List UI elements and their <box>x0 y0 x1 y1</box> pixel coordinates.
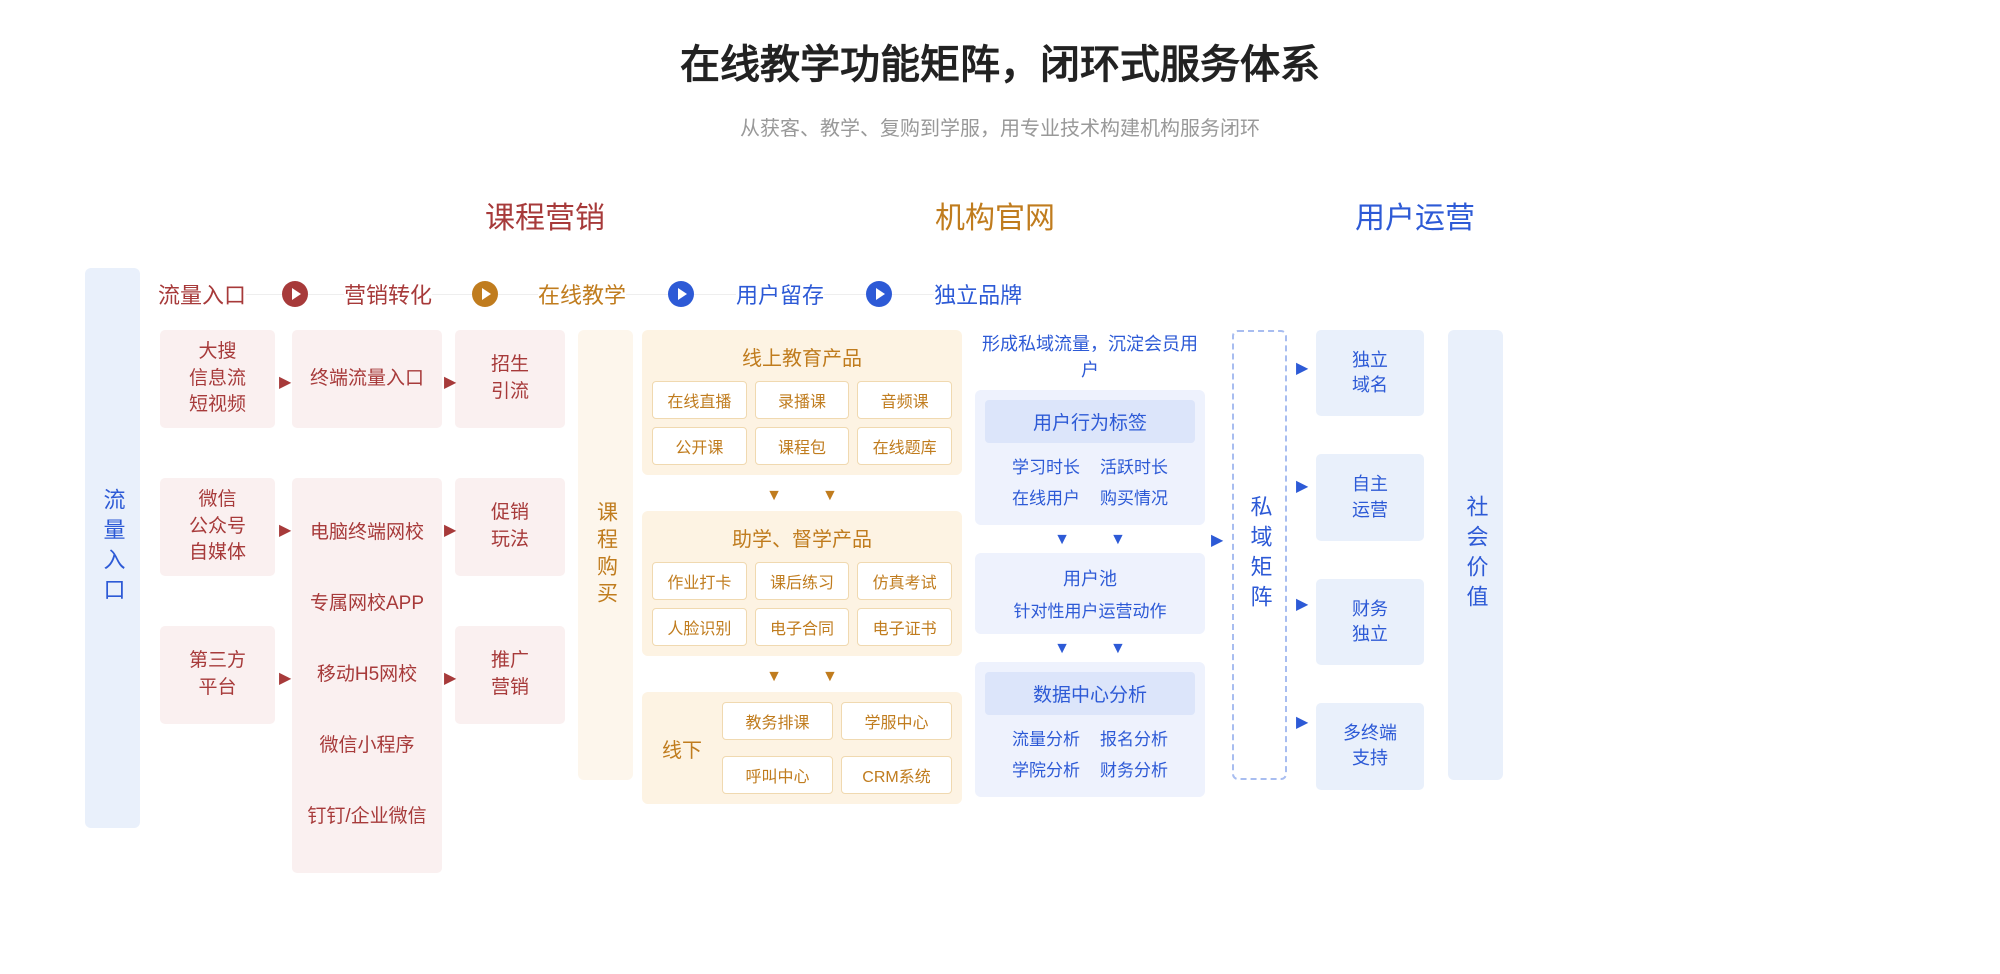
chevron-icon: ▶ <box>279 668 291 688</box>
item: 活跃时长 <box>1100 453 1168 478</box>
chevron-icon: ▶ <box>444 668 456 688</box>
arrow-icon <box>282 281 308 307</box>
marketing-actions: 招生 引流 促销 玩法 推广 营销 <box>455 330 565 774</box>
chevron-icon: ▶ <box>444 520 456 540</box>
chevron-icon: ▶ <box>1296 476 1308 496</box>
item: 课程包 <box>755 427 850 465</box>
item: 学习时长 <box>1012 453 1080 478</box>
pillar-traffic-entry: 流量入口 <box>85 268 140 828</box>
header-retention: 用户留存 <box>736 278 824 310</box>
terminals: 终端流量入口 电脑终端网校 专属网校APP 移动H5网校 微信小程序 钉钉/企业… <box>292 330 442 873</box>
text: 针对性用户运营动作 <box>987 597 1193 622</box>
item: 在线直播 <box>652 381 747 419</box>
header-brand: 独立品牌 <box>934 278 1022 310</box>
arrow-icon <box>866 281 892 307</box>
brand-outcomes: 独立 域名 自主 运营 财务 独立 多终端 支持 <box>1316 330 1424 790</box>
item: 课后练习 <box>755 562 850 600</box>
page-subtitle: 从获客、教学、复购到学服，用专业技术构建机构服务闭环 <box>0 112 2000 141</box>
group-title: 用户行为标签 <box>985 400 1195 443</box>
section-marketing: 课程营销 <box>485 193 605 237</box>
item: CRM系统 <box>841 756 952 794</box>
header-traffic: 流量入口 <box>158 278 246 310</box>
group-user-pool: 用户池 针对性用户运营动作 <box>975 553 1205 634</box>
group-behavior-tags: 用户行为标签 学习时长活跃时长 在线用户购买情况 <box>975 390 1205 525</box>
chevron-icon: ▶ <box>1296 594 1308 614</box>
flow-header-row: 流量入口 营销转化 在线教学 用户留存 独立品牌 <box>0 278 2000 310</box>
box-domain: 独立 域名 <box>1316 330 1424 416</box>
item: 钉钉/企业微信 <box>307 804 426 831</box>
chevron-down-icon: ▼▼ <box>642 668 962 686</box>
item: 人脸识别 <box>652 608 747 646</box>
box-multi-terminal: 多终端 支持 <box>1316 703 1424 789</box>
user-operations: 形成私域流量，沉淀会员用户 用户行为标签 学习时长活跃时长 在线用户购买情况 ▼… <box>975 330 1205 803</box>
chevron-icon: ▶ <box>279 520 291 540</box>
pillar-private-matrix: 私域矩阵 <box>1232 330 1287 780</box>
pillar-social-value: 社会价值 <box>1448 330 1503 780</box>
text: 用户池 <box>987 565 1193 591</box>
item: 专属网校APP <box>310 591 424 618</box>
chevron-icon: ▶ <box>279 372 291 392</box>
item: 公开课 <box>652 427 747 465</box>
box-thirdparty: 第三方 平台 <box>160 626 275 724</box>
chevron-icon: ▶ <box>1296 712 1308 732</box>
chevron-down-icon: ▼▼ <box>975 531 1205 549</box>
section-website: 机构官网 <box>935 193 1055 237</box>
box-promo: 促销 玩法 <box>455 478 565 576</box>
box-finance: 财务 独立 <box>1316 579 1424 665</box>
item: 流量分析 <box>1012 725 1080 750</box>
box-self-operate: 自主 运营 <box>1316 454 1424 540</box>
chevron-down-icon: ▼▼ <box>975 640 1205 658</box>
item: 购买情况 <box>1100 484 1168 509</box>
item: 作业打卡 <box>652 562 747 600</box>
item: 仿真考试 <box>857 562 952 600</box>
item: 移动H5网校 <box>317 662 417 689</box>
traffic-sources: 大搜 信息流 短视频 微信 公众号 自媒体 第三方 平台 <box>160 330 275 774</box>
header-conversion: 营销转化 <box>344 278 432 310</box>
item: 呼叫中心 <box>722 756 833 794</box>
item: 电脑终端网校 <box>310 520 424 547</box>
pillar-course-purchase: 课程购买 <box>578 330 633 780</box>
item: 音频课 <box>857 381 952 419</box>
item: 报名分析 <box>1100 725 1168 750</box>
item: 电子合同 <box>755 608 850 646</box>
chevron-down-icon: ▼▼ <box>642 487 962 505</box>
group-online-products: 线上教育产品 在线直播录播课音频课 公开课课程包在线题库 <box>642 330 962 475</box>
box-enroll: 招生 引流 <box>455 330 565 428</box>
item: 学服中心 <box>841 702 952 740</box>
arrow-icon <box>472 281 498 307</box>
box-terminal-entry: 终端流量入口 <box>292 330 442 428</box>
page-title: 在线教学功能矩阵，闭环式服务体系 <box>0 0 2000 90</box>
chevron-icon: ▶ <box>444 372 456 392</box>
arrow-icon <box>668 281 694 307</box>
item: 录播课 <box>755 381 850 419</box>
group-title: 助学、督学产品 <box>652 523 952 552</box>
section-headers: 课程营销 机构官网 用户运营 <box>0 193 2000 237</box>
group-study-aid: 助学、督学产品 作业打卡课后练习仿真考试 人脸识别电子合同电子证书 <box>642 511 962 656</box>
item: 教务排课 <box>722 702 833 740</box>
box-search: 大搜 信息流 短视频 <box>160 330 275 428</box>
box-terminal-list: 电脑终端网校 专属网校APP 移动H5网校 微信小程序 钉钉/企业微信 <box>292 478 442 873</box>
group-title: 线上教育产品 <box>652 342 952 371</box>
item: 在线题库 <box>857 427 952 465</box>
section-operations: 用户运营 <box>1355 193 1475 237</box>
teaching-products: 线上教育产品 在线直播录播课音频课 公开课课程包在线题库 ▼▼ 助学、督学产品 … <box>642 330 962 816</box>
group-title: 数据中心分析 <box>985 672 1195 715</box>
box-spread: 推广 营销 <box>455 626 565 724</box>
chevron-icon: ▶ <box>1296 358 1308 378</box>
item: 学院分析 <box>1012 756 1080 781</box>
group-data-center: 数据中心分析 流量分析报名分析 学院分析财务分析 <box>975 662 1205 797</box>
item: 微信小程序 <box>319 733 414 760</box>
header-teaching: 在线教学 <box>538 278 626 310</box>
group-title: 线下 <box>652 734 712 763</box>
item: 财务分析 <box>1100 756 1168 781</box>
item: 电子证书 <box>857 608 952 646</box>
group-offline: 线下 教务排课学服中心 呼叫中心CRM系统 <box>642 692 962 804</box>
caption: 形成私域流量，沉淀会员用户 <box>975 330 1205 382</box>
chevron-icon: ▶ <box>1211 530 1223 550</box>
item: 在线用户 <box>1012 484 1080 509</box>
box-wechat: 微信 公众号 自媒体 <box>160 478 275 576</box>
